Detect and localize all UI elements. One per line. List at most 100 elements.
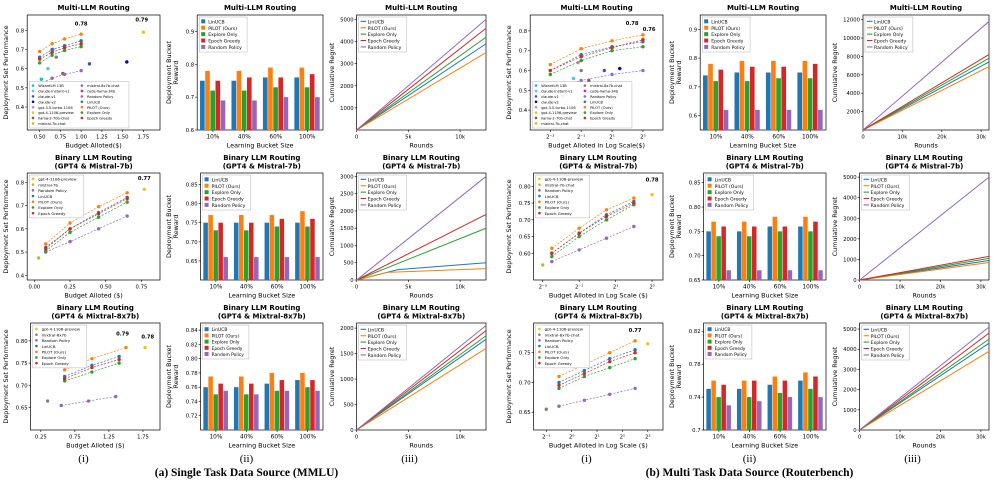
svg-text:30k: 30k — [976, 135, 987, 141]
svg-text:llama-2-70b-chat: llama-2-70b-chat — [541, 117, 572, 121]
svg-text:0.79: 0.79 — [135, 18, 148, 24]
svg-text:4000: 4000 — [843, 196, 857, 202]
svg-text:0.4: 0.4 — [16, 273, 25, 279]
svg-text:Random Policy: Random Policy — [368, 203, 402, 209]
svg-text:WizardLM 13B: WizardLM 13B — [38, 84, 64, 88]
svg-text:10k: 10k — [455, 135, 466, 141]
panel-b-chart-grid: Multi-LLM Routing 0.4 0.5 0.6 0.7 0.8 2⁻³ 2⁻¹ 2¹… — [505, 2, 994, 452]
svg-text:LinUCB: LinUCB — [368, 177, 384, 183]
svg-text:Deployment Set Performance: Deployment Set Performance — [2, 25, 10, 119]
svg-text:100%: 100% — [299, 135, 316, 141]
svg-text:Cumulative Regret: Cumulative Regret — [328, 42, 336, 102]
svg-text:Epoch Greedy: Epoch Greedy — [38, 211, 66, 216]
svg-text:Budget Alloted in Log Scale($): Budget Alloted in Log Scale($) — [548, 142, 645, 150]
svg-text:20k: 20k — [937, 135, 948, 141]
svg-text:10k: 10k — [455, 285, 466, 291]
svg-text:mixtral-8x7b-chat: mixtral-8x7b-chat — [590, 84, 623, 88]
svg-text:PILOT (Ours): PILOT (Ours) — [368, 334, 397, 340]
svg-text:Random Policy: Random Policy — [711, 45, 745, 51]
svg-text:5000: 5000 — [340, 17, 354, 23]
svg-text:gpt-3.5-turbo-1106: gpt-3.5-turbo-1106 — [38, 106, 73, 110]
svg-text:Explore Only: Explore Only — [874, 32, 904, 38]
svg-text:(GPT4 & Mistral-7b): (GPT4 & Mistral-7b) — [55, 163, 133, 171]
svg-text:Deployment Bucket: Deployment Bucket — [165, 195, 173, 258]
svg-text:LinUCB: LinUCB — [368, 19, 384, 25]
svg-text:mixtral-8x7b: mixtral-8x7b — [42, 332, 67, 337]
svg-text:0.6: 0.6 — [519, 69, 528, 75]
svg-text:Budget Alloted ($): Budget Alloted ($) — [64, 292, 122, 300]
chart-a-row3-line: Binary LLM Routing (GPT4 & Mixtral-8x7b) 0… — [328, 302, 491, 452]
panel-b: Multi-LLM Routing 0.4 0.5 0.6 0.7 0.8 2⁻³ 2⁻¹ 2¹… — [505, 2, 994, 479]
svg-text:Explore Only: Explore Only — [208, 32, 238, 38]
svg-text:0: 0 — [350, 278, 354, 284]
svg-text:2¹: 2¹ — [613, 284, 619, 291]
svg-text:PILOT (Ours): PILOT (Ours) — [368, 26, 397, 32]
svg-text:Binary LLM Routing: Binary LLM Routing — [886, 304, 963, 312]
svg-text:Epoch Greedy: Epoch Greedy — [715, 197, 747, 203]
svg-text:Epoch Greedy: Epoch Greedy — [545, 211, 573, 216]
svg-text:Epoch Greedy: Epoch Greedy — [208, 39, 240, 45]
svg-text:LinUCB: LinUCB — [711, 19, 727, 25]
svg-text:LinUCB: LinUCB — [87, 100, 100, 104]
svg-text:0.6: 0.6 — [186, 128, 195, 134]
svg-text:500: 500 — [343, 403, 354, 409]
svg-text:Random Policy: Random Policy — [545, 188, 574, 193]
svg-text:0: 0 — [355, 135, 359, 141]
svg-text:Multi-LLM Routing: Multi-LLM Routing — [890, 4, 962, 12]
svg-text:2⁻³: 2⁻³ — [539, 284, 547, 291]
chart-b-row1-scatter: Multi-LLM Routing 0.4 0.5 0.6 0.7 0.8 2⁻³ 2⁻¹ 2¹… — [505, 2, 668, 152]
svg-text:30k: 30k — [976, 435, 987, 441]
svg-text:gpt-4-1106-preview: gpt-4-1106-preview — [545, 327, 584, 332]
svg-text:Reward: Reward — [675, 365, 683, 389]
svg-text:Epoch Greedy: Epoch Greedy — [711, 39, 743, 45]
svg-text:Epoch Greedy: Epoch Greedy — [871, 347, 903, 353]
svg-text:Epoch Greedy: Epoch Greedy — [590, 117, 616, 121]
svg-text:(GPT4 & Mixtral-8x7b): (GPT4 & Mixtral-8x7b) — [218, 313, 306, 321]
svg-text:Random Policy: Random Policy — [208, 45, 242, 51]
svg-text:LinUCB: LinUCB — [871, 177, 887, 183]
svg-text:PILOT (Ours): PILOT (Ours) — [590, 106, 613, 110]
svg-text:Explore Only: Explore Only — [545, 355, 570, 360]
chart-a-row2-line: Binary LLM Routing (GPT4 & Mistral-7b) 0 50… — [328, 152, 491, 302]
chart-canvas: Multi-LLM Routing 0.6 0.7 0.8 0.9 10% 40% 60% 10… — [165, 4, 324, 150]
svg-text:Reward: Reward — [675, 61, 683, 85]
svg-text:Binary LLM Routing: Binary LLM Routing — [383, 154, 460, 162]
svg-text:0.8: 0.8 — [186, 62, 195, 68]
svg-text:2000: 2000 — [340, 326, 354, 332]
svg-text:100%: 100% — [802, 135, 819, 141]
svg-text:10%: 10% — [712, 285, 725, 291]
svg-text:Explore Only: Explore Only — [715, 190, 745, 196]
svg-text:gpt-3.5-turbo-1106: gpt-3.5-turbo-1106 — [541, 106, 576, 110]
svg-text:0.4: 0.4 — [16, 105, 25, 111]
svg-text:Rounds: Rounds — [913, 292, 937, 300]
svg-text:PILOT (Ours): PILOT (Ours) — [212, 333, 240, 339]
svg-text:100%: 100% — [299, 435, 316, 441]
svg-text:Explore Only: Explore Only — [590, 111, 614, 115]
svg-text:Binary LLM Routing: Binary LLM Routing — [383, 304, 460, 312]
svg-text:Epoch Greedy: Epoch Greedy — [368, 197, 400, 203]
svg-text:Epoch Greedy: Epoch Greedy — [212, 197, 244, 203]
chart-canvas: Binary LLM Routing(GPT4 & Mixtral-8x7b) 0… — [165, 304, 324, 450]
svg-text:2⁰: 2⁰ — [569, 434, 575, 441]
svg-text:0.7: 0.7 — [692, 428, 700, 434]
svg-text:Budget Alloted in Log Scale ($: Budget Alloted in Log Scale ($) — [549, 442, 648, 450]
svg-text:5k: 5k — [405, 135, 412, 141]
svg-text:0.85: 0.85 — [689, 181, 701, 187]
svg-text:0: 0 — [355, 285, 359, 291]
chart-canvas: Binary LLM Routing(GPT4 & Mistral-7b) 0 10… — [831, 154, 990, 300]
chart-canvas: Binary LLM Routing(GPT4 & Mistral-7b) 0.4… — [2, 154, 161, 300]
svg-text:40%: 40% — [743, 435, 756, 441]
svg-text:mixtral-8x7b-chat: mixtral-8x7b-chat — [87, 84, 120, 88]
svg-text:Budget Alloted ($): Budget Alloted ($) — [66, 442, 124, 450]
svg-text:0.76: 0.76 — [186, 385, 198, 391]
svg-text:Cumulative Regret: Cumulative Regret — [831, 346, 839, 406]
svg-text:1.25: 1.25 — [96, 135, 108, 141]
svg-text:Epoch Greedy: Epoch Greedy — [871, 197, 903, 203]
svg-text:0.74: 0.74 — [186, 399, 198, 405]
svg-text:1500: 1500 — [340, 226, 354, 232]
svg-text:0.80: 0.80 — [519, 184, 531, 190]
chart-canvas: Binary LLM Routing(GPT4 & Mistral-7b) 0 50… — [328, 154, 487, 300]
svg-text:0.75: 0.75 — [55, 135, 67, 141]
svg-text:Epoch Greedy: Epoch Greedy — [368, 39, 400, 45]
svg-text:(GPT4 & Mixtral-8x7b): (GPT4 & Mixtral-8x7b) — [51, 313, 139, 321]
